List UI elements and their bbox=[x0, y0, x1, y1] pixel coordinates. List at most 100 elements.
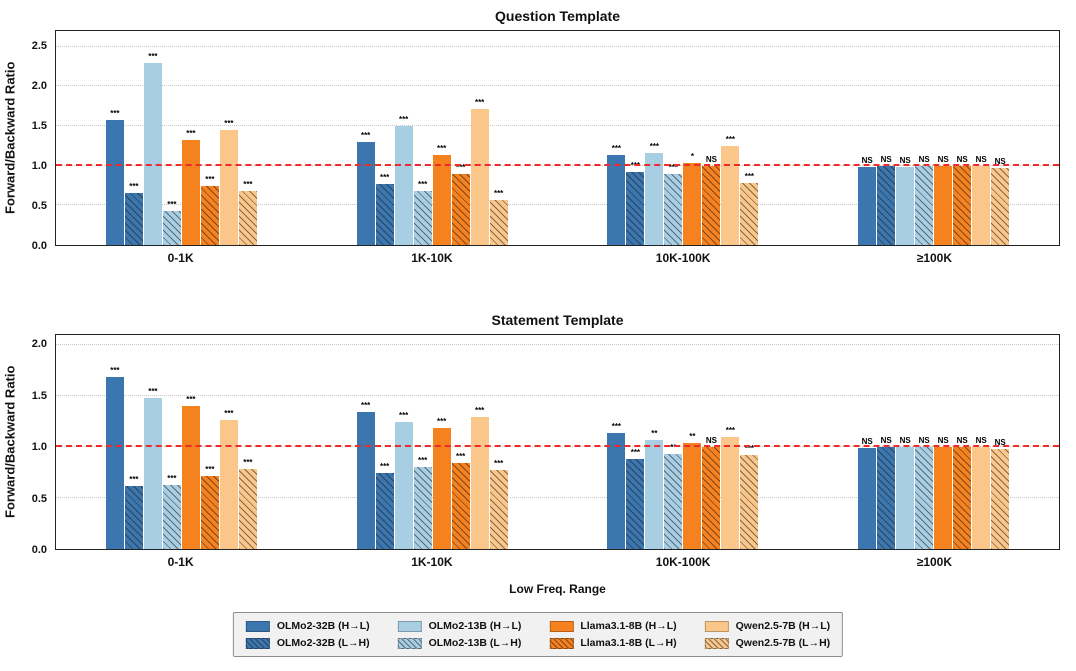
significance-label: ** bbox=[670, 443, 677, 453]
bar: *** bbox=[740, 444, 759, 549]
bar: *** bbox=[162, 200, 181, 245]
gridline bbox=[56, 125, 1059, 127]
significance-label: *** bbox=[398, 115, 409, 125]
solid-swatch-icon bbox=[245, 620, 270, 632]
bar: *** bbox=[356, 131, 375, 245]
bar: *** bbox=[721, 426, 740, 549]
significance-label: *** bbox=[744, 172, 755, 182]
x-tick-label: ≥100K bbox=[916, 251, 953, 265]
bar: * bbox=[683, 152, 702, 245]
x-axis-ticks: 0-1K 1K-10K 10K-100K ≥100K bbox=[55, 552, 1060, 570]
bar: *** bbox=[626, 161, 645, 245]
significance-label: *** bbox=[224, 119, 234, 129]
significance-label: NS bbox=[899, 436, 911, 446]
significance-label: *** bbox=[725, 134, 736, 144]
x-tick-label: 1K-10K bbox=[411, 251, 453, 265]
bar-group: NS NS NS NS NS NS NS NS bbox=[808, 335, 1059, 549]
significance-label: ** bbox=[689, 432, 696, 442]
significance-label: *** bbox=[205, 464, 215, 474]
hatched-swatch-icon bbox=[245, 637, 270, 649]
significance-label: *** bbox=[398, 410, 409, 420]
significance-label: NS bbox=[994, 157, 1006, 167]
significance-label: NS bbox=[705, 436, 717, 446]
bar: *** bbox=[626, 448, 645, 549]
bar-group: *** *** *** *** *** *** *** *** bbox=[56, 335, 307, 549]
bar: NS bbox=[915, 436, 934, 549]
significance-label: *** bbox=[417, 180, 428, 190]
significance-label: NS bbox=[975, 436, 987, 446]
chart-title: Statement Template bbox=[491, 312, 624, 328]
significance-label: *** bbox=[649, 142, 660, 152]
bar-group: NS NS NS NS NS NS NS NS bbox=[808, 31, 1059, 245]
question-template-chart: Question Template Forward/Backward Ratio… bbox=[0, 8, 1076, 266]
bar: *** bbox=[607, 144, 626, 245]
bar: *** bbox=[740, 172, 759, 245]
significance-label: NS bbox=[956, 436, 968, 446]
significance-label: *** bbox=[725, 425, 736, 435]
significance-label: *** bbox=[224, 408, 234, 418]
significance-label: *** bbox=[474, 98, 485, 108]
significance-label: *** bbox=[129, 474, 139, 484]
bar: *** bbox=[200, 175, 219, 245]
significance-label: *** bbox=[417, 456, 428, 466]
legend-item: OLMo2-13B (L→H) bbox=[397, 637, 521, 649]
bar: NS bbox=[702, 436, 721, 549]
significance-label: NS bbox=[861, 437, 873, 447]
significance-label: *** bbox=[630, 448, 641, 458]
significance-label: *** bbox=[186, 395, 196, 405]
significance-label: NS bbox=[705, 154, 717, 164]
bar: *** bbox=[451, 163, 470, 245]
bar: NS bbox=[702, 155, 721, 245]
bar: *** bbox=[162, 474, 181, 549]
bar: *** bbox=[413, 180, 432, 245]
bar: *** bbox=[413, 456, 432, 549]
legend-label: OLMo2-32B (H→L) bbox=[276, 620, 370, 632]
y-tick-label: 2.0 bbox=[31, 80, 47, 92]
bar: *** bbox=[375, 173, 394, 245]
y-axis-ticks: 0.0 0.5 1.0 1.5 2.0 bbox=[16, 334, 53, 556]
bar: *** bbox=[219, 409, 238, 549]
x-tick-label: 1K-10K bbox=[411, 555, 453, 569]
bar: *** bbox=[238, 180, 257, 245]
bar: NS bbox=[991, 157, 1010, 245]
bar: *** bbox=[105, 109, 124, 245]
significance-label: NS bbox=[918, 154, 930, 164]
significance-label: *** bbox=[186, 128, 196, 138]
significance-label: *** bbox=[474, 405, 485, 415]
significance-label: *** bbox=[379, 461, 390, 471]
gridline bbox=[56, 85, 1059, 87]
bar: NS bbox=[991, 438, 1010, 549]
bar: NS bbox=[934, 155, 953, 245]
y-tick-label: 1.0 bbox=[31, 441, 47, 454]
legend: OLMo2-32B (H→L) OLMo2-32B (L→H) OLMo2-13B … bbox=[232, 612, 844, 657]
significance-label: *** bbox=[493, 458, 504, 468]
legend-item: OLMo2-13B (H→L) bbox=[397, 620, 521, 632]
legend-item: Llama3.1-8B (L→H) bbox=[549, 637, 677, 649]
legend-item: Qwen2.5-7B (L→H) bbox=[704, 637, 830, 649]
bar: NS bbox=[953, 436, 972, 549]
bar: NS bbox=[896, 436, 915, 549]
bar: NS bbox=[953, 155, 972, 245]
gridline bbox=[56, 204, 1059, 206]
x-tick-label: 10K-100K bbox=[655, 251, 711, 265]
significance-label: NS bbox=[880, 154, 892, 164]
bar: NS bbox=[896, 156, 915, 245]
bar-group: *** *** *** *** *** *** *** *** bbox=[56, 31, 307, 245]
bar: NS bbox=[858, 156, 877, 245]
reference-line bbox=[56, 445, 1059, 448]
chart-title: Question Template bbox=[495, 8, 620, 24]
bar-groups: *** *** *** *** *** *** *** *** *** *** *** *** *** *… bbox=[56, 335, 1059, 549]
significance-label: NS bbox=[956, 154, 968, 164]
bar: *** bbox=[470, 406, 489, 549]
significance-label: *** bbox=[167, 473, 177, 483]
legend-label: Llama3.1-8B (H→L) bbox=[580, 620, 677, 632]
bar-group: *** *** *** *** * NS *** *** bbox=[558, 31, 809, 245]
x-tick-label: 0-1K bbox=[167, 251, 194, 265]
significance-label: *** bbox=[148, 51, 158, 61]
bar: ** bbox=[645, 429, 664, 549]
gridline bbox=[56, 344, 1059, 346]
y-tick-label: 0.5 bbox=[31, 492, 47, 505]
y-tick-label: 2.0 bbox=[31, 338, 47, 351]
y-tick-label: 1.5 bbox=[31, 389, 47, 402]
